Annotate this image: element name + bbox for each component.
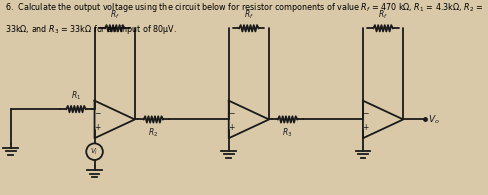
Text: 33kΩ, and $R_3$ = 33kΩ for an input of 80μV.: 33kΩ, and $R_3$ = 33kΩ for an input of 8… bbox=[5, 23, 177, 36]
Text: $V_o$: $V_o$ bbox=[427, 113, 439, 126]
Text: 6.  Calculate the output voltage using the circuit below for resistor components: 6. Calculate the output voltage using th… bbox=[5, 1, 483, 14]
Text: $+$: $+$ bbox=[363, 122, 370, 132]
Text: $R_1$: $R_1$ bbox=[71, 89, 81, 102]
Text: $-$: $-$ bbox=[94, 107, 102, 116]
Text: $R_f$: $R_f$ bbox=[378, 9, 388, 21]
Text: $V_i$: $V_i$ bbox=[90, 147, 99, 157]
Text: $R_3$: $R_3$ bbox=[283, 127, 293, 139]
Text: $R_2$: $R_2$ bbox=[148, 127, 159, 139]
Text: $-$: $-$ bbox=[228, 107, 236, 116]
Text: $+$: $+$ bbox=[228, 122, 236, 132]
Text: $R_f$: $R_f$ bbox=[244, 9, 254, 21]
Text: $-$: $-$ bbox=[363, 107, 370, 116]
Text: $R_f$: $R_f$ bbox=[110, 9, 120, 21]
Text: $+$: $+$ bbox=[94, 122, 102, 132]
